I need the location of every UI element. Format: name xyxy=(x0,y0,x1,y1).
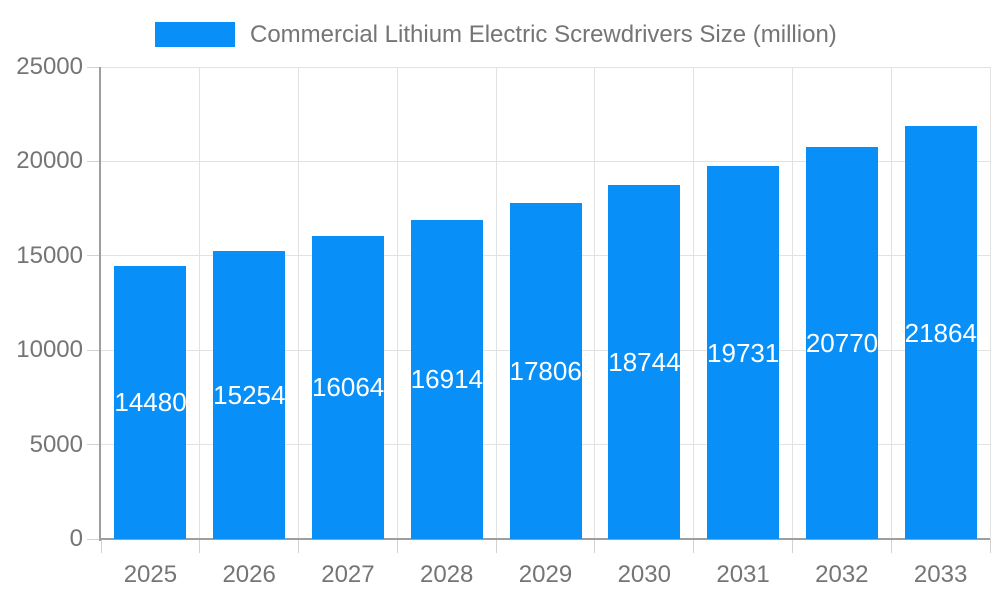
x-gridline xyxy=(594,67,596,539)
x-axis-tick xyxy=(199,539,201,553)
y-axis-tick xyxy=(87,538,101,540)
x-axis-tick xyxy=(396,539,398,553)
y-axis-tick xyxy=(87,66,101,68)
y-gridline xyxy=(101,66,990,68)
x-axis-tick xyxy=(890,539,892,553)
x-gridline xyxy=(989,67,991,539)
x-axis-tick-label: 2028 xyxy=(420,561,474,588)
bar[interactable] xyxy=(805,146,878,539)
y-axis-tick xyxy=(87,160,101,162)
y-axis-tick-label: 15000 xyxy=(16,241,83,269)
x-axis-tick xyxy=(791,539,793,553)
y-axis-tick xyxy=(87,444,101,446)
y-axis-tick-label: 20000 xyxy=(16,147,83,175)
chart-legend-item[interactable]: Commercial Lithium Electric Screwdrivers… xyxy=(155,22,837,47)
y-axis-tick-label: 5000 xyxy=(29,430,83,458)
x-axis-tick-label: 2025 xyxy=(123,561,178,588)
y-axis-tick xyxy=(87,255,101,257)
legend-swatch xyxy=(155,22,235,47)
x-axis-tick-label: 2027 xyxy=(321,561,375,588)
bar[interactable] xyxy=(608,185,681,539)
x-axis-tick-label: 2030 xyxy=(617,561,671,588)
x-axis-tick xyxy=(989,539,991,553)
y-axis-tick-label: 25000 xyxy=(16,53,83,80)
x-axis-tick-label: 2033 xyxy=(913,561,968,588)
x-axis-tick xyxy=(594,539,596,553)
x-gridline xyxy=(495,67,497,539)
x-axis-tick xyxy=(100,539,102,553)
x-gridline xyxy=(791,67,793,539)
y-gridline xyxy=(101,160,990,162)
bar[interactable] xyxy=(114,265,187,539)
bar[interactable] xyxy=(311,235,384,539)
y-axis-tick xyxy=(87,349,101,351)
x-axis-tick-label: 2031 xyxy=(716,561,770,588)
x-gridline xyxy=(396,67,398,539)
x-axis-tick xyxy=(495,539,497,553)
x-axis-tick-label: 2026 xyxy=(222,561,276,588)
x-gridline xyxy=(199,67,201,539)
legend-label: Commercial Lithium Electric Screwdrivers… xyxy=(250,21,837,48)
bar[interactable] xyxy=(904,126,977,539)
x-axis-tick xyxy=(298,539,300,553)
x-axis-tick-label: 2032 xyxy=(815,561,869,588)
x-gridline xyxy=(298,67,300,539)
x-axis-line xyxy=(99,538,990,540)
x-gridline xyxy=(890,67,892,539)
y-axis-line xyxy=(99,67,101,541)
bar[interactable] xyxy=(509,202,582,539)
x-gridline xyxy=(693,67,695,539)
y-axis-tick-label: 0 xyxy=(69,525,83,552)
bar[interactable] xyxy=(707,166,780,539)
bar[interactable] xyxy=(410,219,483,539)
x-axis-tick xyxy=(693,539,695,553)
y-axis-tick-label: 10000 xyxy=(16,336,83,364)
x-axis-tick-label: 2029 xyxy=(518,561,573,588)
bar[interactable] xyxy=(213,251,286,539)
